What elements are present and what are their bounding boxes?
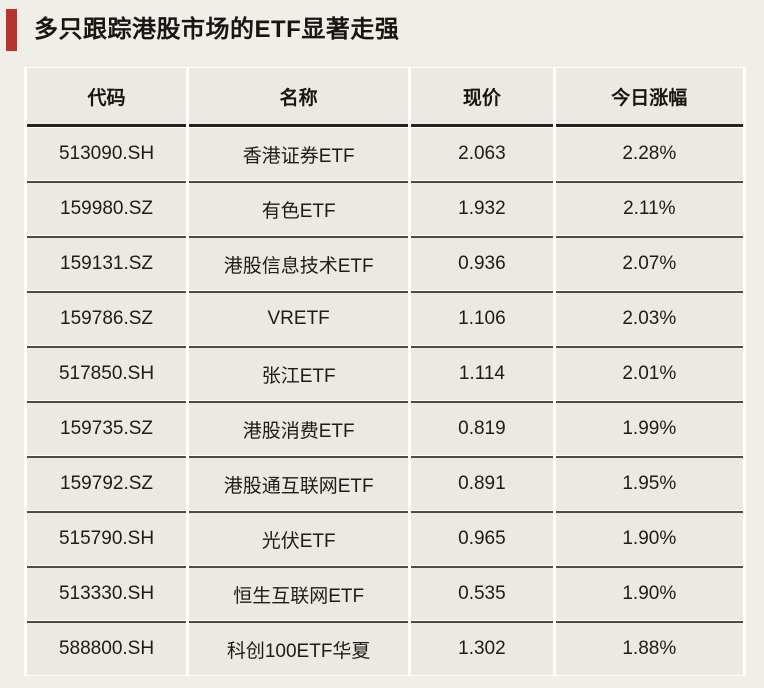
table-row: 159735.SZ 港股消费ETF 0.819 1.99% xyxy=(27,401,743,455)
column-header-name: 名称 xyxy=(189,68,409,127)
cell-name: 香港证券ETF xyxy=(189,128,409,180)
cell-name: 科创100ETF华夏 xyxy=(189,621,409,675)
cell-name: 张江ETF xyxy=(189,346,409,400)
cell-code: 513090.SH xyxy=(27,128,187,180)
cell-name: 港股通互联网ETF xyxy=(189,456,409,510)
cell-code: 159792.SZ xyxy=(27,456,187,510)
cell-code: 159786.SZ xyxy=(27,291,187,345)
header-row: 代码 名称 现价 今日涨幅 xyxy=(27,68,743,127)
column-header-price: 现价 xyxy=(411,68,553,127)
title-accent-bar xyxy=(6,9,17,51)
cell-price: 0.891 xyxy=(411,456,553,510)
cell-price: 1.106 xyxy=(411,291,553,345)
cell-price: 1.932 xyxy=(411,181,553,235)
table-row: 513330.SH 恒生互联网ETF 0.535 1.90% xyxy=(27,566,743,620)
cell-code: 159980.SZ xyxy=(27,181,187,235)
page-title: 多只跟踪港股市场的ETF显著走强 xyxy=(34,16,400,43)
cell-change: 1.90% xyxy=(555,566,743,620)
cell-price: 0.936 xyxy=(411,236,553,290)
cell-change: 2.11% xyxy=(555,181,743,235)
cell-name: VRETF xyxy=(189,291,409,345)
cell-code: 513330.SH xyxy=(27,566,187,620)
cell-price: 1.302 xyxy=(411,621,553,675)
cell-code: 517850.SH xyxy=(27,346,187,400)
table-row: 159792.SZ 港股通互联网ETF 0.891 1.95% xyxy=(27,456,743,510)
cell-change: 2.01% xyxy=(555,346,743,400)
table-row: 159980.SZ 有色ETF 1.932 2.11% xyxy=(27,181,743,235)
cell-code: 588800.SH xyxy=(27,621,187,675)
title-bar: 多只跟踪港股市场的ETF显著走强 xyxy=(6,8,399,52)
cell-price: 0.965 xyxy=(411,511,553,565)
table-row: 159786.SZ VRETF 1.106 2.03% xyxy=(27,291,743,345)
cell-name: 港股信息技术ETF xyxy=(189,236,409,290)
table-row: 159131.SZ 港股信息技术ETF 0.936 2.07% xyxy=(27,236,743,290)
cell-price: 0.819 xyxy=(411,401,553,455)
cell-change: 2.03% xyxy=(555,291,743,345)
cell-code: 515790.SH xyxy=(27,511,187,565)
table-header: 代码 名称 现价 今日涨幅 xyxy=(27,68,743,127)
column-header-change: 今日涨幅 xyxy=(555,68,743,127)
cell-code: 159735.SZ xyxy=(27,401,187,455)
etf-table: 代码 名称 现价 今日涨幅 513090.SH 香港证券ETF 2.063 2.28%… xyxy=(24,67,746,676)
cell-name: 港股消费ETF xyxy=(189,401,409,455)
cell-name: 光伏ETF xyxy=(189,511,409,565)
table-row: 517850.SH 张江ETF 1.114 2.01% xyxy=(27,346,743,400)
cell-change: 1.99% xyxy=(555,401,743,455)
cell-change: 2.07% xyxy=(555,236,743,290)
cell-change: 2.28% xyxy=(555,128,743,180)
cell-change: 1.90% xyxy=(555,511,743,565)
cell-name: 恒生互联网ETF xyxy=(189,566,409,620)
cell-price: 1.114 xyxy=(411,346,553,400)
cell-change: 1.88% xyxy=(555,621,743,675)
cell-name: 有色ETF xyxy=(189,181,409,235)
cell-change: 1.95% xyxy=(555,456,743,510)
column-header-code: 代码 xyxy=(27,68,187,127)
cell-code: 159131.SZ xyxy=(27,236,187,290)
table-row: 513090.SH 香港证券ETF 2.063 2.28% xyxy=(27,128,743,180)
cell-price: 2.063 xyxy=(411,128,553,180)
table-row: 515790.SH 光伏ETF 0.965 1.90% xyxy=(27,511,743,565)
table-row: 588800.SH 科创100ETF华夏 1.302 1.88% xyxy=(27,621,743,675)
table-body: 513090.SH 香港证券ETF 2.063 2.28% 159980.SZ 有色ETF… xyxy=(27,128,743,675)
cell-price: 0.535 xyxy=(411,566,553,620)
